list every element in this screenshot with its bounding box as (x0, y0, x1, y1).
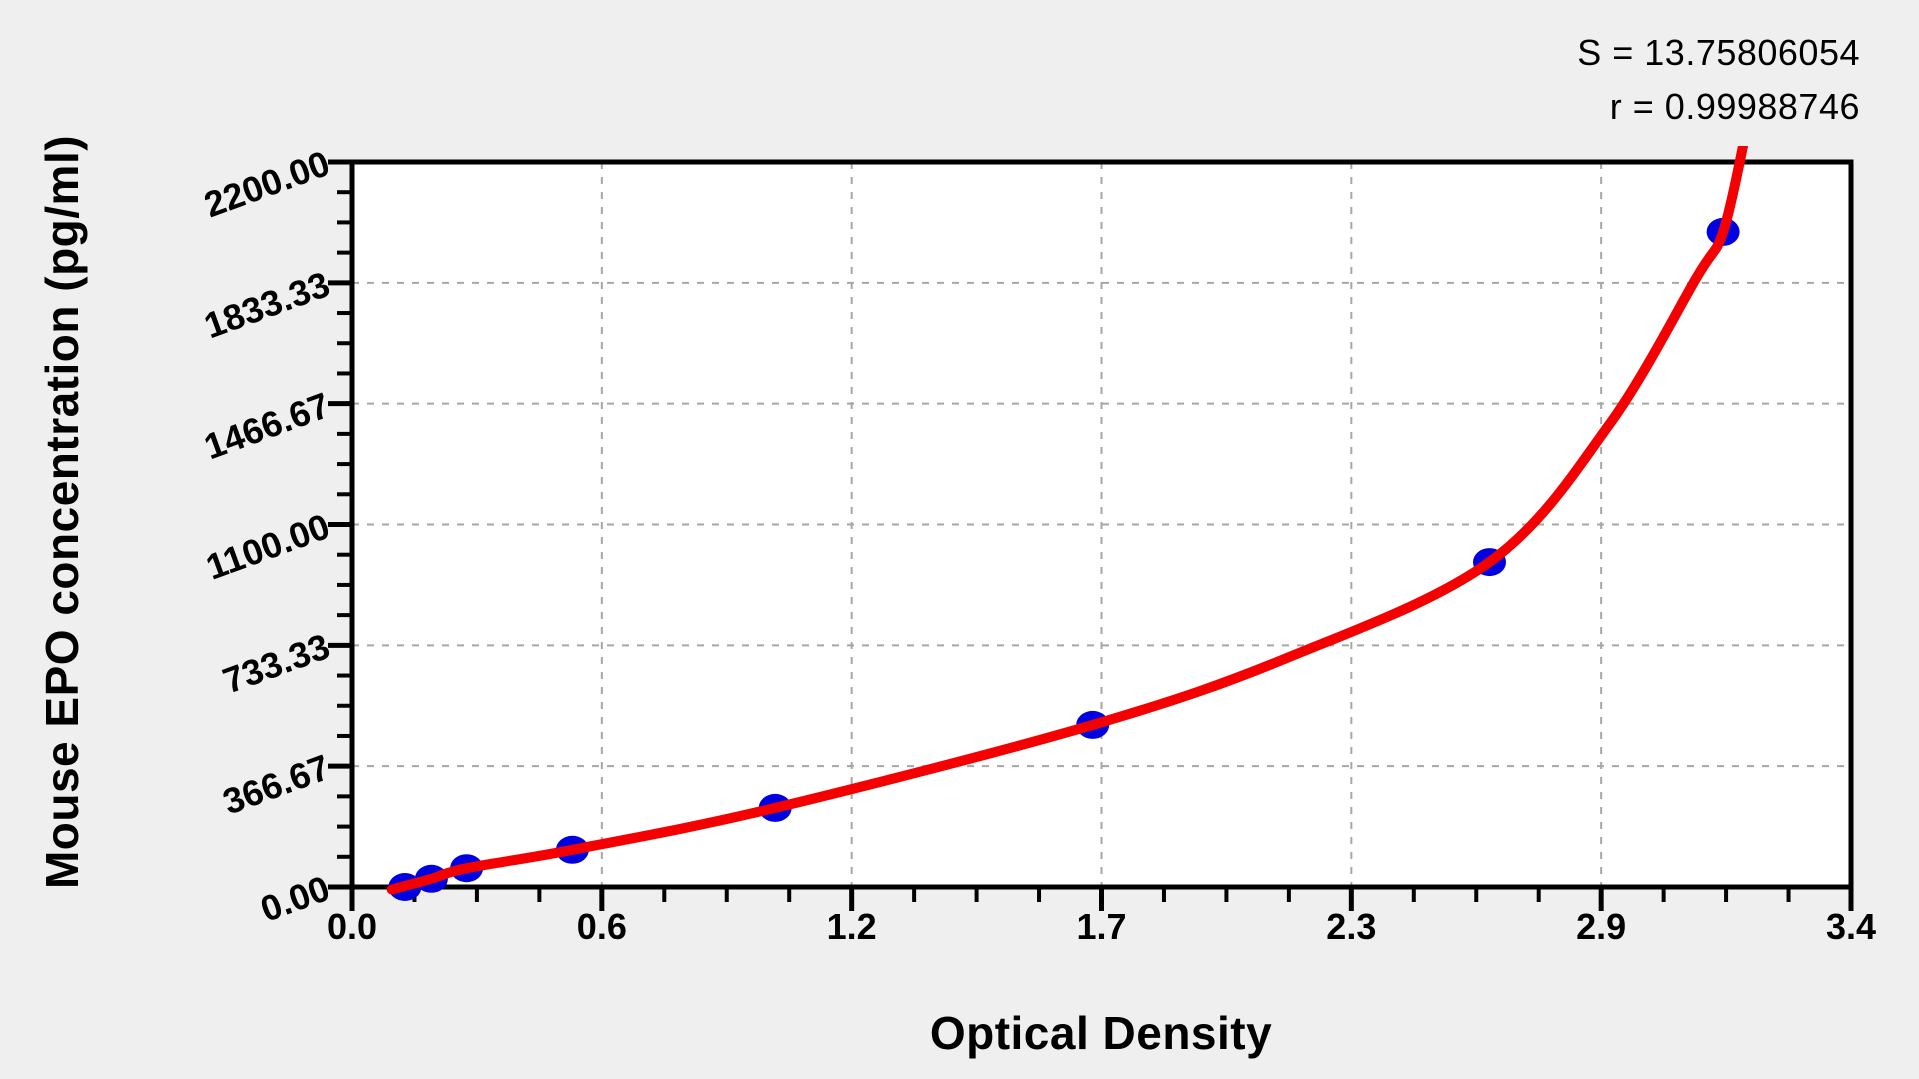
x-tick-label: 0.6 (576, 906, 627, 947)
fit-curve (386, 146, 1749, 895)
y-axis-title: Mouse EPO concentration (pg/ml) (36, 134, 88, 890)
x-tick-label: 2.9 (1576, 906, 1627, 947)
x-tick-label: 1.2 (826, 906, 877, 947)
x-tick-label: 0.0 (326, 906, 378, 947)
x-tick-label: 2.3 (1326, 906, 1377, 947)
stat-r-value: r = 0.99988746 (1609, 86, 1860, 127)
stat-s-value: S = 13.75806054 (1577, 32, 1860, 73)
fit-statistics: S = 13.75806054 r = 0.99988746 (1577, 26, 1860, 134)
x-tick-label: 1.7 (1076, 906, 1127, 947)
x-tick-label: 3.4 (1825, 906, 1877, 947)
x-axis-title: Optical Density (929, 1007, 1273, 1059)
plot-border (349, 159, 1854, 890)
